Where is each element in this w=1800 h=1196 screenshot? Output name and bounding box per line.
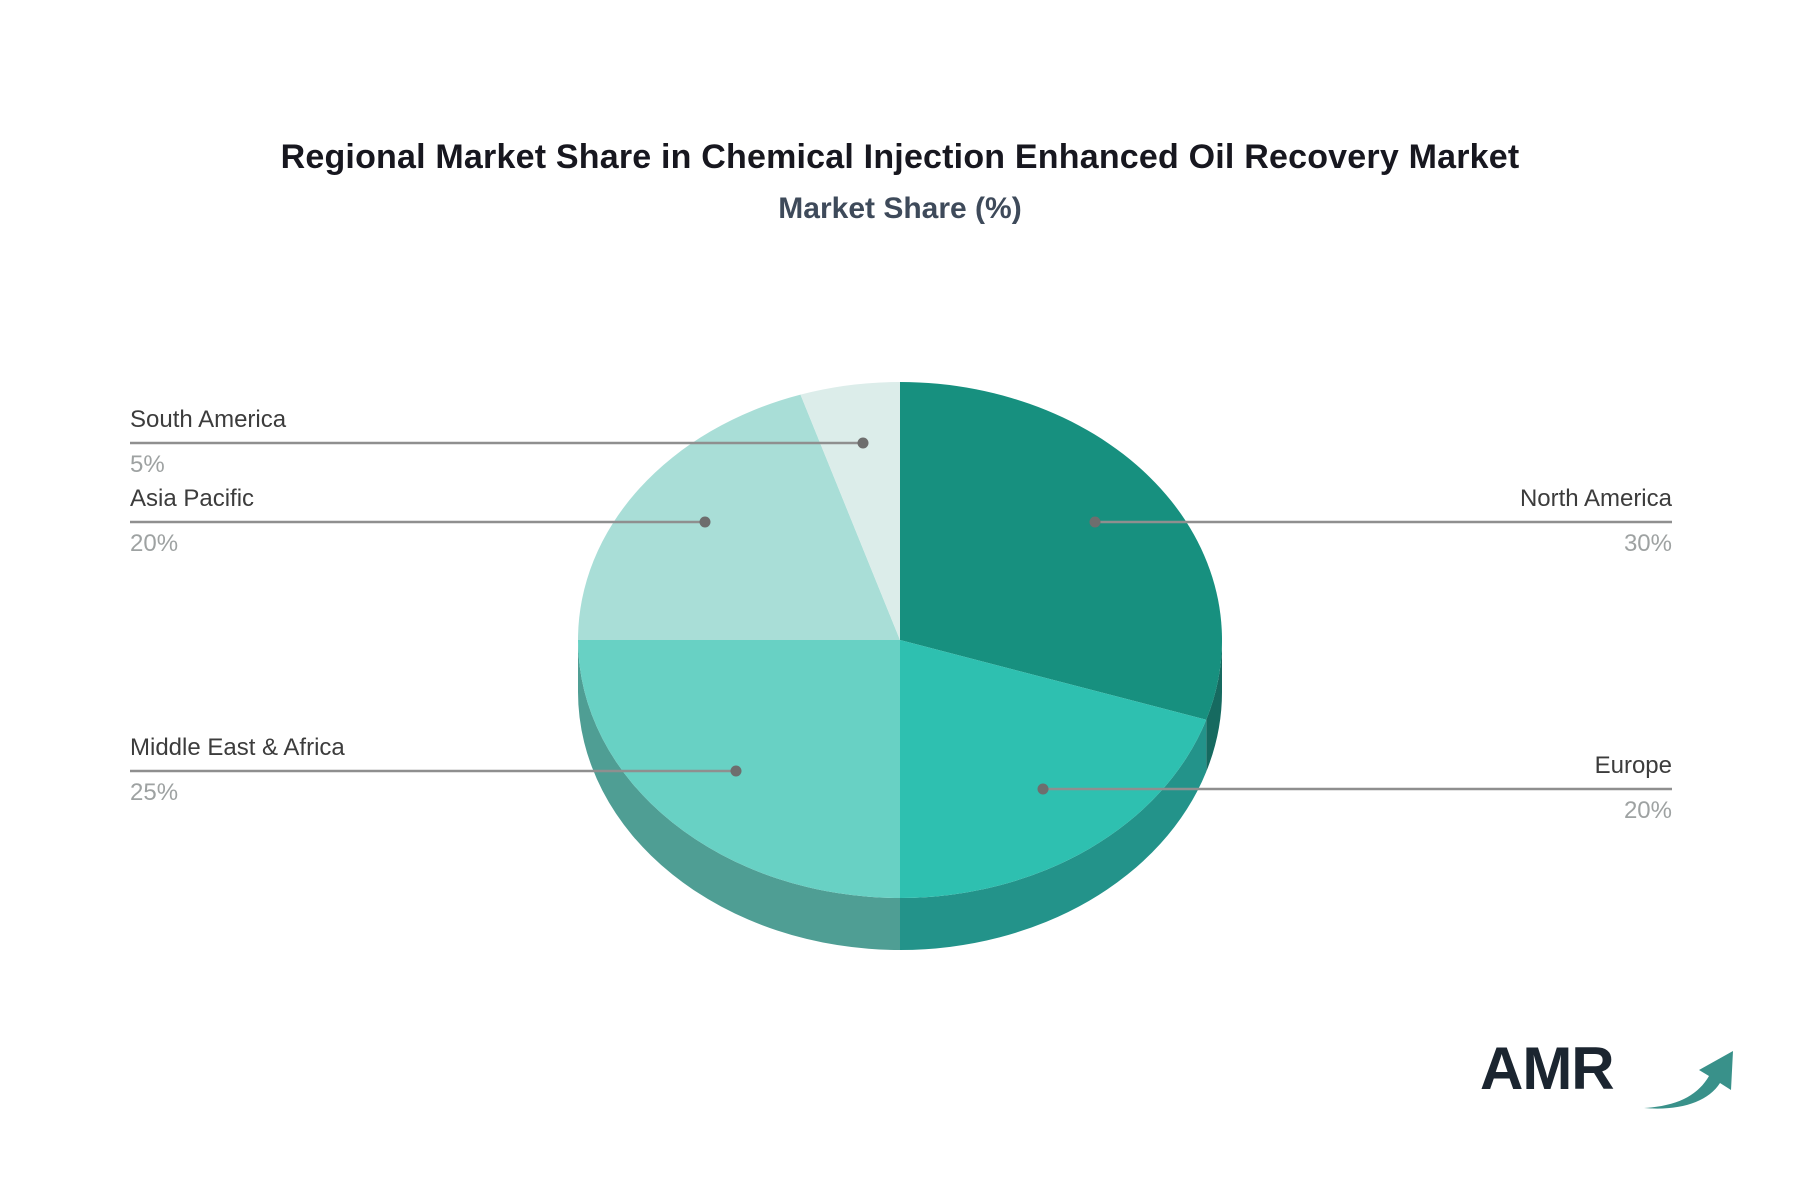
pie-slice-side-middle-east-africa xyxy=(578,640,900,950)
leader-dot-south-america xyxy=(857,437,869,449)
slice-label-north-america: North America xyxy=(1519,485,1672,512)
amr-logo: AMR xyxy=(1480,1034,1733,1114)
amr-logo-arrow-icon xyxy=(1644,1051,1733,1109)
page-title: Regional Market Share in Chemical Inject… xyxy=(280,138,1520,176)
leader-dot-asia-pacific xyxy=(699,516,711,528)
pie-slice-europe xyxy=(900,640,1207,898)
leader-dot-europe xyxy=(1037,783,1049,795)
slice-label-middle-east-africa: Middle East & Africa xyxy=(130,734,345,761)
pie-slice-asia-pacific xyxy=(578,394,900,640)
slice-value-europe: 20% xyxy=(1623,797,1672,824)
slice-label-asia-pacific: Asia Pacific xyxy=(130,485,255,512)
slice-label-south-america: South America xyxy=(130,406,287,433)
slice-value-south-america: 5% xyxy=(130,451,165,478)
slice-label-europe: Europe xyxy=(1594,752,1672,779)
pie-slice-north-america xyxy=(900,382,1222,720)
slice-value-middle-east-africa: 25% xyxy=(130,779,179,806)
chart-subtitle: Market Share (%) xyxy=(778,192,1022,225)
pie-slice-side-europe xyxy=(900,719,1207,950)
slice-value-asia-pacific: 20% xyxy=(130,530,179,557)
pie-slice-south-america xyxy=(800,382,900,640)
pie-slice-side-north-america xyxy=(1206,640,1222,772)
slice-value-north-america: 30% xyxy=(1623,530,1672,557)
leader-dot-middle-east-africa xyxy=(730,765,742,777)
leader-dot-north-america xyxy=(1089,516,1101,528)
amr-logo-text: AMR xyxy=(1480,1035,1615,1102)
